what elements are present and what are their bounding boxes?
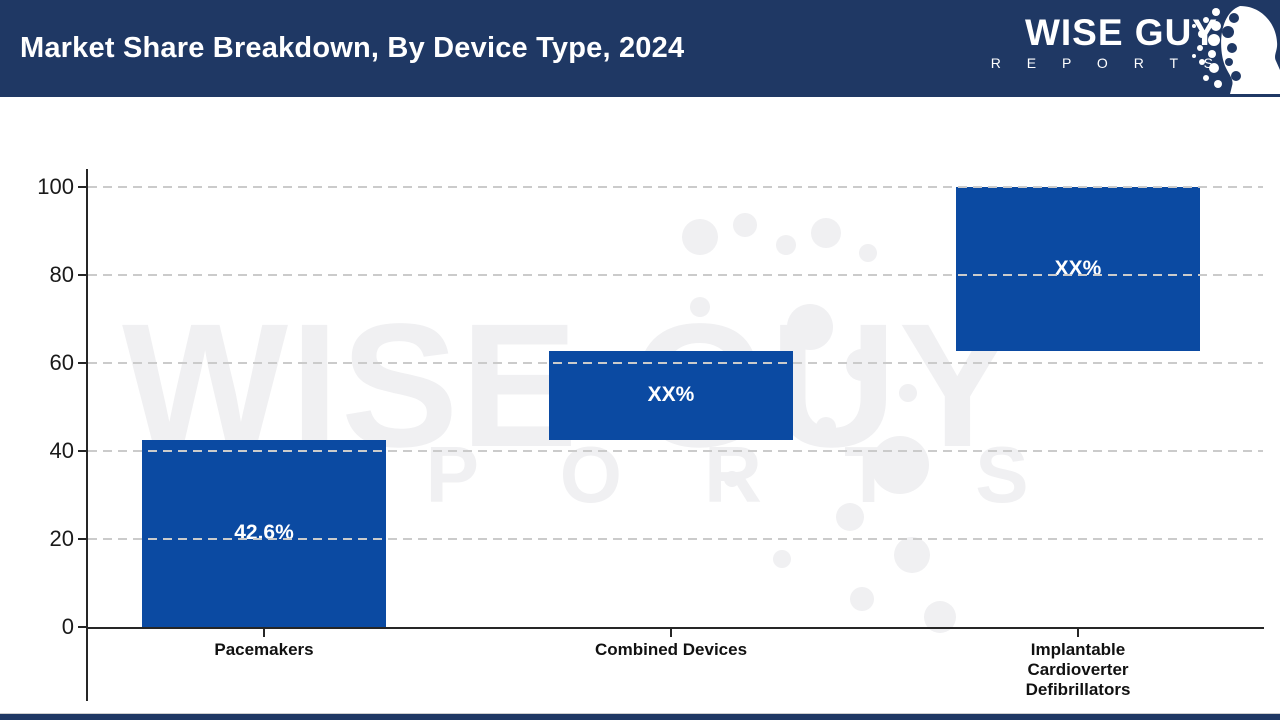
x-tick	[263, 629, 265, 637]
chart-area: WISE GUY R E P O R T S 42.6% XX% XX% 0 20 40…	[0, 97, 1280, 714]
bar-value-label: XX%	[1054, 256, 1102, 280]
footer-divider	[0, 713, 1280, 714]
y-tick-20	[78, 538, 86, 540]
y-tick-60	[78, 362, 86, 364]
x-axis-label: Implantable Cardioverter Defibrillators	[1025, 640, 1131, 700]
bar-segment: XX%	[956, 187, 1200, 351]
watermark-dot	[859, 244, 877, 262]
bar-segment: 42.6%	[142, 439, 386, 627]
watermark-dot	[899, 384, 917, 402]
watermark-dot	[871, 436, 929, 494]
gridline-80	[88, 274, 1263, 276]
watermark-dot	[733, 213, 757, 237]
face-profile-icon	[1192, 6, 1280, 94]
y-axis-line	[86, 169, 88, 701]
brand-logo-wiseguy-text: WISE GUY	[1024, 12, 1218, 53]
header-bar: Market Share Breakdown, By Device Type, …	[0, 0, 1280, 97]
gridline-60	[88, 362, 1263, 364]
footer-bar	[0, 714, 1280, 720]
watermark-dot	[682, 219, 718, 255]
y-tick-label-20: 20	[49, 526, 74, 551]
y-tick-0	[78, 626, 86, 628]
brand-logo-reports-text: R E P O R T S	[990, 54, 1224, 71]
y-tick-label-80: 80	[49, 262, 74, 287]
gridline-20	[88, 538, 1263, 540]
bar-value-label: 42.6%	[234, 521, 294, 545]
gridline-40	[88, 450, 1263, 452]
watermark-dot	[836, 503, 864, 531]
x-axis-label: Combined Devices	[594, 640, 748, 659]
y-tick-label-100: 100	[37, 174, 74, 199]
watermark-dot	[773, 550, 791, 568]
watermark-dot	[776, 235, 796, 255]
x-tick	[670, 629, 672, 637]
watermark-dot	[850, 587, 874, 611]
gridline-100	[88, 186, 1263, 188]
y-tick-80	[78, 274, 86, 276]
x-tick	[1077, 629, 1079, 637]
watermark-dot	[787, 304, 833, 350]
page-title: Market Share Breakdown, By Device Type, …	[20, 32, 685, 64]
watermark-dot	[811, 218, 841, 248]
y-tick-40	[78, 450, 86, 452]
watermark-dot	[724, 471, 740, 487]
x-axis-label: Pacemakers	[214, 640, 314, 659]
watermark-dot	[894, 537, 930, 573]
watermark-dot	[816, 417, 836, 437]
bar-segment: XX%	[549, 350, 793, 440]
watermark-dot	[846, 349, 878, 381]
x-axis-line	[86, 627, 1264, 629]
y-tick-label-40: 40	[49, 438, 74, 463]
watermark-dot	[690, 297, 710, 317]
bar-value-label: XX%	[647, 383, 695, 407]
y-tick-label-60: 60	[49, 350, 74, 375]
y-tick-100	[78, 186, 86, 188]
brand-logo: WISE GUY R E P O R T S	[991, 12, 1218, 71]
y-tick-label-0: 0	[61, 614, 74, 639]
